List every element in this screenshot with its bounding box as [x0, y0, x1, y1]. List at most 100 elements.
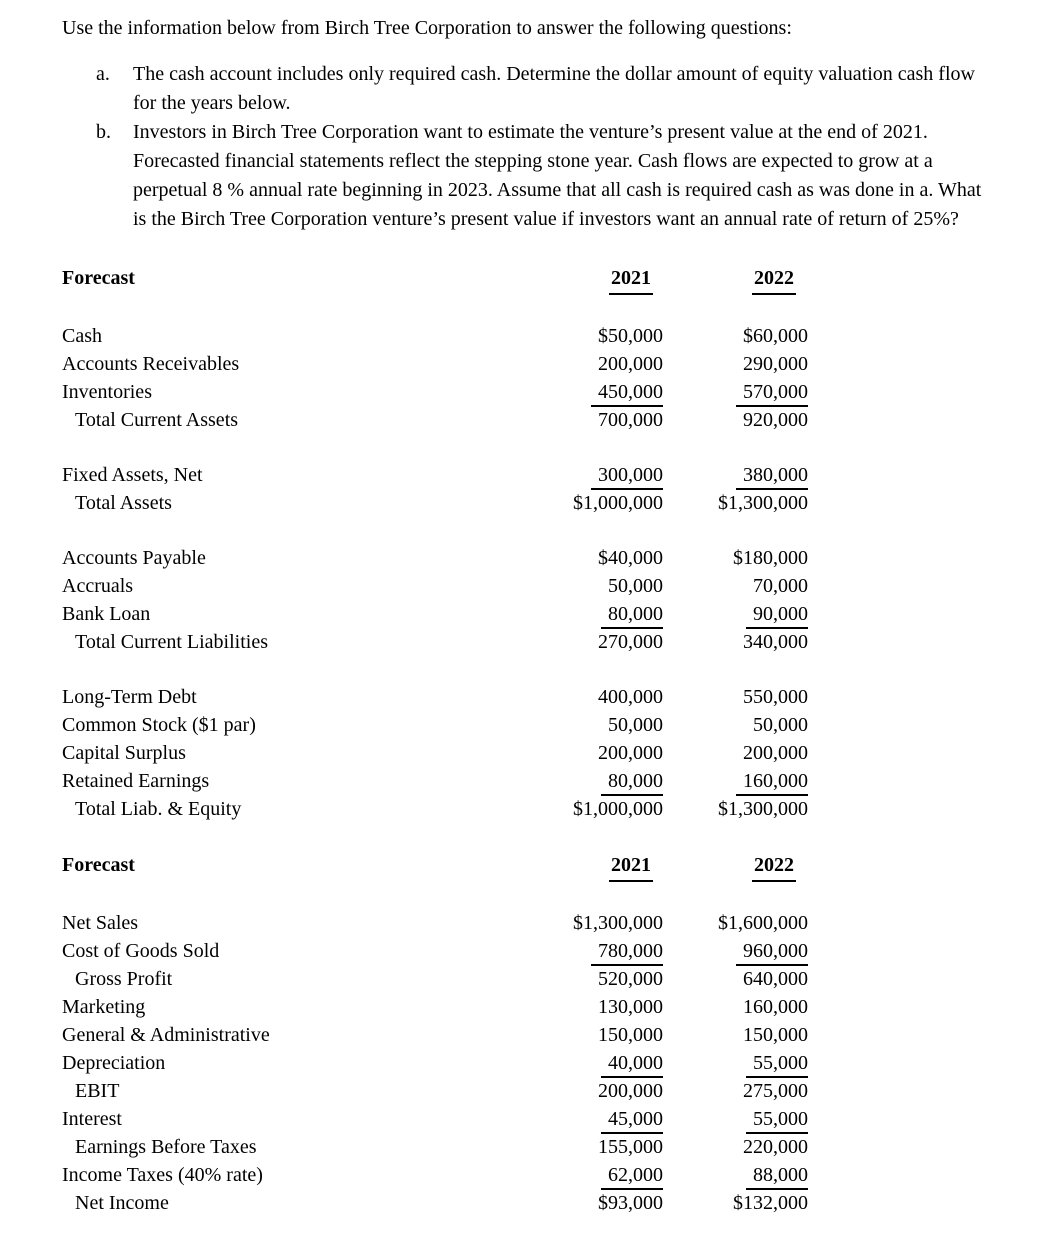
row-label: Total Liab. & Equity — [75, 798, 242, 820]
value-2022: 340,000 — [743, 631, 808, 653]
table-row: Net Sales $1,300,000 $1,600,000 — [62, 909, 808, 937]
value-2021: 200,000 — [598, 742, 663, 764]
row-label: Accounts Payable — [62, 547, 206, 569]
value-2022: $60,000 — [743, 325, 808, 347]
row-label: Capital Surplus — [62, 742, 186, 764]
value-2021: $1,000,000 — [573, 492, 663, 514]
intro-text: Use the information below from Birch Tre… — [62, 17, 792, 39]
row-label: EBIT — [75, 1080, 120, 1102]
value-2021: 50,000 — [608, 575, 663, 597]
row-label: Cash — [62, 325, 102, 347]
value-2021: 400,000 — [598, 686, 663, 708]
value-2021: 62,000 — [513, 1161, 663, 1190]
value-2021: 200,000 — [598, 1080, 663, 1102]
value-2022: 640,000 — [743, 968, 808, 990]
value-2021: 200,000 — [598, 353, 663, 375]
table-row: Inventories 450,000 570,000 — [62, 378, 808, 407]
row-label: Cost of Goods Sold — [62, 940, 220, 962]
spacer-row — [62, 517, 808, 544]
row-label: General & Administrative — [62, 1024, 270, 1046]
value-2021: 270,000 — [598, 631, 663, 653]
value-2021: 450,000 — [513, 378, 663, 407]
value-2022: $1,300,000 — [718, 492, 808, 514]
value-2022: 160,000 — [743, 996, 808, 1018]
balance-sheet-table: Forecast 2021 2022 Cash $50,000 $60,000 Acc… — [62, 264, 808, 823]
row-label: Earnings Before Taxes — [75, 1136, 257, 1158]
table-row: Total Assets $1,000,000 $1,300,000 — [62, 489, 808, 517]
value-2021: 40,000 — [513, 1049, 663, 1078]
table-row: Total Current Assets 700,000 920,000 — [62, 406, 808, 434]
table-row: EBIT 200,000 275,000 — [62, 1077, 808, 1105]
table-row: Total Current Liabilities 270,000 340,000 — [62, 628, 808, 656]
table-row: Gross Profit 520,000 640,000 — [62, 965, 808, 993]
table-row: Cost of Goods Sold 780,000 960,000 — [62, 937, 808, 966]
row-label: Inventories — [62, 381, 152, 403]
value-2021: $50,000 — [598, 325, 663, 347]
table-row: Fixed Assets, Net 300,000 380,000 — [62, 461, 808, 490]
value-2021: 80,000 — [513, 600, 663, 629]
value-2022: $132,000 — [733, 1192, 808, 1214]
question-item-a: a. The cash account includes only requir… — [62, 60, 992, 118]
table-row: Total Liab. & Equity $1,000,000 $1,300,000 — [62, 795, 808, 823]
row-label: Accruals — [62, 575, 134, 597]
table-row: Marketing 130,000 160,000 — [62, 993, 808, 1021]
row-label: Common Stock ($1 par) — [62, 714, 256, 736]
value-2022: 88,000 — [663, 1161, 808, 1190]
table-row: Accruals 50,000 70,000 — [62, 572, 808, 600]
value-2022: 550,000 — [743, 686, 808, 708]
value-2021: 150,000 — [598, 1024, 663, 1046]
value-2022: 160,000 — [663, 767, 808, 796]
value-2021: 155,000 — [598, 1136, 663, 1158]
value-2022: 55,000 — [663, 1049, 808, 1078]
table-title: Forecast — [62, 854, 135, 876]
table-row: Cash $50,000 $60,000 — [62, 322, 808, 350]
value-2022: 70,000 — [753, 575, 808, 597]
table-row: Net Income $93,000 $132,000 — [62, 1189, 808, 1217]
income-statement-rows: Net Sales $1,300,000 $1,600,000 Cost of Goo… — [62, 909, 808, 1217]
row-label: Depreciation — [62, 1052, 166, 1074]
value-2021: $93,000 — [598, 1192, 663, 1214]
value-2021: 780,000 — [513, 937, 663, 966]
spacer-row — [62, 434, 808, 461]
row-label: Total Current Assets — [75, 409, 239, 431]
table-row: General & Administrative 150,000 150,000 — [62, 1021, 808, 1049]
row-label: Marketing — [62, 996, 146, 1018]
table-row: Interest 45,000 55,000 — [62, 1105, 808, 1134]
value-2022: 55,000 — [663, 1105, 808, 1134]
value-2022: 275,000 — [743, 1080, 808, 1102]
row-label: Interest — [62, 1108, 122, 1130]
question-marker: a. — [96, 63, 110, 85]
value-2022: 290,000 — [743, 353, 808, 375]
row-label: Gross Profit — [75, 968, 173, 990]
row-label: Income Taxes (40% rate) — [62, 1164, 263, 1186]
row-label: Total Assets — [75, 492, 172, 514]
value-2022: 920,000 — [743, 409, 808, 431]
value-2022: 150,000 — [743, 1024, 808, 1046]
table-row: Earnings Before Taxes 155,000 220,000 — [62, 1133, 808, 1161]
spacer-row — [62, 656, 808, 683]
value-2021: 50,000 — [608, 714, 663, 736]
table-row: Accounts Payable $40,000 $180,000 — [62, 544, 808, 572]
value-2022: $180,000 — [733, 547, 808, 569]
row-label: Accounts Receivables — [62, 353, 240, 375]
value-2022: 90,000 — [663, 600, 808, 629]
value-2021: 45,000 — [513, 1105, 663, 1134]
income-statement-table: Forecast 2021 2022 Net Sales $1,300,000 $1… — [62, 851, 808, 1217]
row-label: Net Income — [75, 1192, 169, 1214]
column-header-2022: 2022 — [663, 851, 808, 882]
table-row: Depreciation 40,000 55,000 — [62, 1049, 808, 1078]
value-2021: 300,000 — [513, 461, 663, 490]
question-text: The cash account includes only required … — [133, 63, 975, 114]
value-2022: 380,000 — [663, 461, 808, 490]
value-2022: 960,000 — [663, 937, 808, 966]
table-row: Long-Term Debt 400,000 550,000 — [62, 683, 808, 711]
table-title: Forecast — [62, 267, 135, 289]
question-item-b: b. Investors in Birch Tree Corporation w… — [62, 118, 992, 234]
table-row: Bank Loan 80,000 90,000 — [62, 600, 808, 629]
value-2022: $1,300,000 — [718, 798, 808, 820]
question-list: a. The cash account includes only requir… — [62, 60, 992, 234]
table-row: Income Taxes (40% rate) 62,000 88,000 — [62, 1161, 808, 1190]
value-2022: 570,000 — [663, 378, 808, 407]
value-2021: $1,000,000 — [573, 798, 663, 820]
